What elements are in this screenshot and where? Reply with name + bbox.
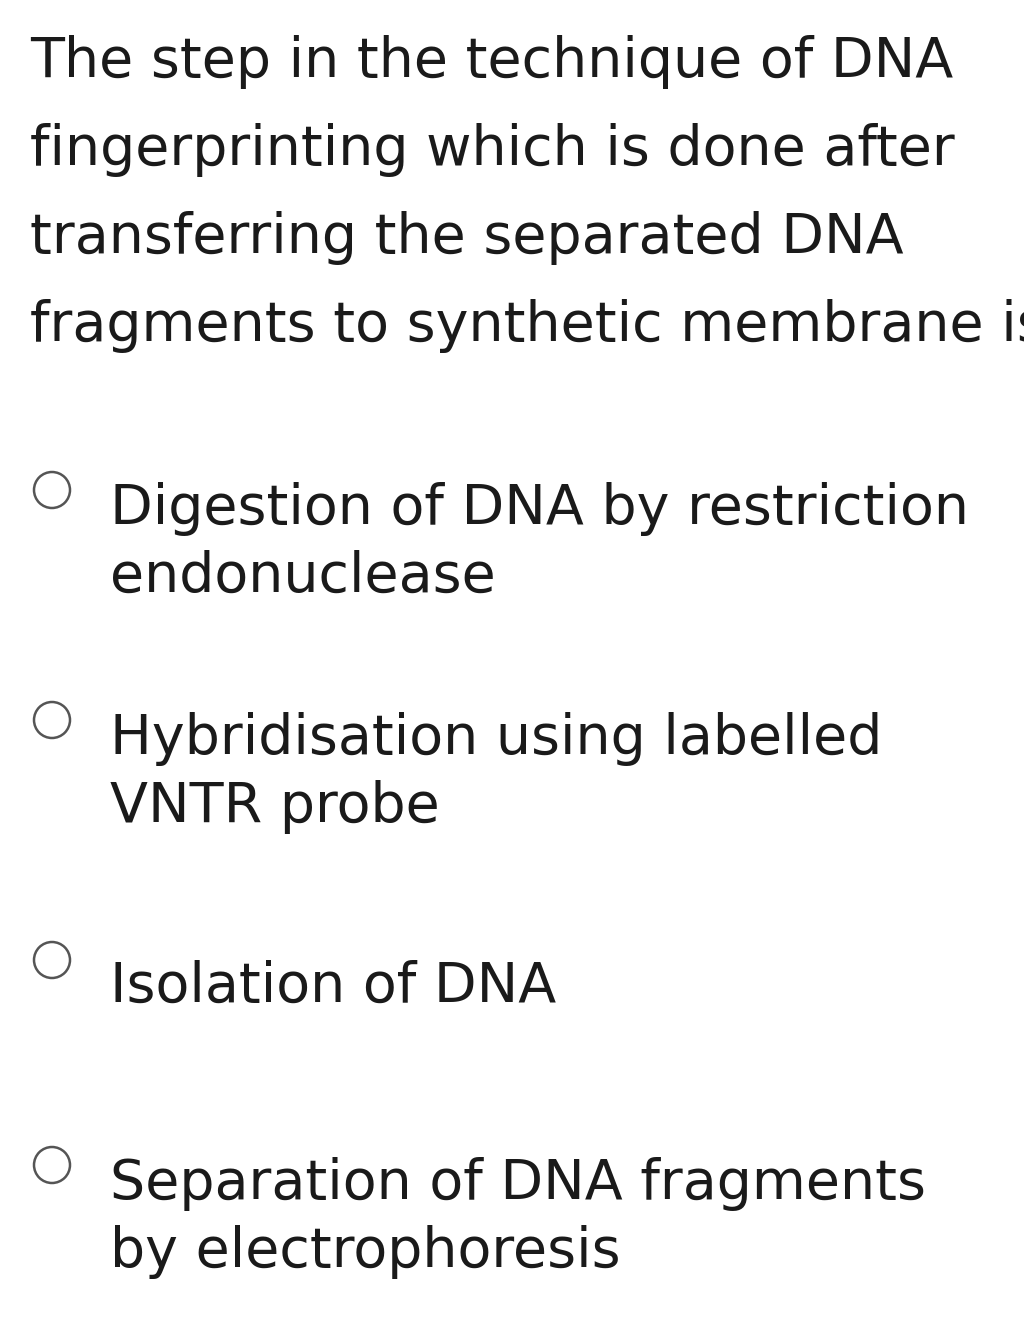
Text: endonuclease: endonuclease <box>110 550 496 603</box>
Text: transferring the separated DNA: transferring the separated DNA <box>30 211 903 265</box>
Text: by electrophoresis: by electrophoresis <box>110 1224 621 1279</box>
Text: fingerprinting which is done after: fingerprinting which is done after <box>30 124 954 177</box>
Text: VNTR probe: VNTR probe <box>110 780 439 835</box>
Text: Hybridisation using labelled: Hybridisation using labelled <box>110 712 883 766</box>
Text: Isolation of DNA: Isolation of DNA <box>110 960 556 1013</box>
Text: Digestion of DNA by restriction: Digestion of DNA by restriction <box>110 482 969 536</box>
Text: The step in the technique of DNA: The step in the technique of DNA <box>30 35 953 89</box>
Text: Separation of DNA fragments: Separation of DNA fragments <box>110 1157 926 1211</box>
Text: fragments to synthetic membrane is: fragments to synthetic membrane is <box>30 298 1024 353</box>
